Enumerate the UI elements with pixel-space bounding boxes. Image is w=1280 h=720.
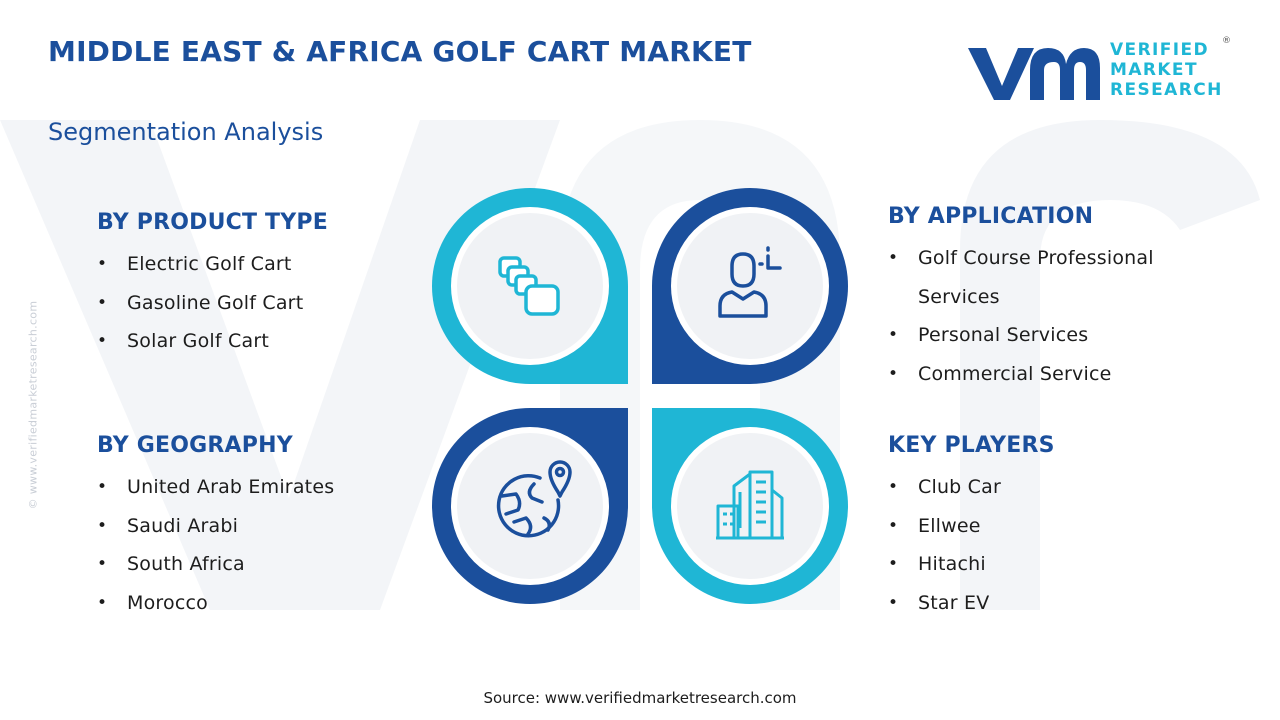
quadrant-top-left bbox=[432, 188, 628, 384]
list-item: Commercial Service bbox=[888, 355, 1208, 394]
segment-list: Club Car Ellwee Hitachi Star EV bbox=[888, 468, 1055, 622]
quadrant-bottom-right bbox=[652, 408, 848, 604]
logo-line-1: VERIFIED bbox=[1110, 40, 1210, 60]
segment-list: United Arab Emirates Saudi Arabi South A… bbox=[97, 468, 334, 622]
segment-heading: BY PRODUCT TYPE bbox=[97, 210, 328, 235]
verified-market-research-logo: VERIFIED MARKET RESEARCH ® bbox=[964, 36, 1234, 106]
segment-heading: KEY PLAYERS bbox=[888, 433, 1055, 458]
logo-line-2: MARKET bbox=[1110, 60, 1198, 80]
list-item: Ellwee bbox=[888, 507, 1055, 546]
quadrant-bottom-left bbox=[432, 408, 628, 604]
page-subtitle: Segmentation Analysis bbox=[48, 118, 324, 146]
quadrant-top-right bbox=[652, 188, 848, 384]
segment-product-type: BY PRODUCT TYPE Electric Golf Cart Gasol… bbox=[97, 210, 328, 361]
stacked-blocks-icon bbox=[498, 256, 560, 316]
user-profile-icon bbox=[718, 246, 782, 318]
logo-line-3: RESEARCH bbox=[1110, 80, 1223, 100]
segment-list: Electric Golf Cart Gasoline Golf Cart So… bbox=[97, 245, 328, 361]
source-caption: Source: www.verifiedmarketresearch.com bbox=[483, 689, 797, 707]
list-item: Star EV bbox=[888, 584, 1055, 623]
vmr-logo-icon bbox=[968, 48, 1100, 100]
list-item: Club Car bbox=[888, 468, 1055, 507]
segment-geography: BY GEOGRAPHY United Arab Emirates Saudi … bbox=[97, 433, 334, 622]
list-item: Solar Golf Cart bbox=[97, 322, 328, 361]
list-item: Hitachi bbox=[888, 545, 1055, 584]
list-item: Personal Services bbox=[888, 316, 1208, 355]
list-item: Gasoline Golf Cart bbox=[97, 284, 328, 323]
city-buildings-icon bbox=[716, 470, 784, 540]
segment-key-players: KEY PLAYERS Club Car Ellwee Hitachi Star… bbox=[888, 433, 1055, 622]
registered-mark: ® bbox=[1222, 36, 1231, 46]
list-item: United Arab Emirates bbox=[97, 468, 334, 507]
globe-location-icon bbox=[496, 460, 572, 538]
page-title: MIDDLE EAST & AFRICA GOLF CART MARKET bbox=[48, 35, 752, 68]
list-item: South Africa bbox=[97, 545, 334, 584]
segment-list: Golf Course Professional Services Person… bbox=[888, 239, 1208, 393]
list-item: Electric Golf Cart bbox=[97, 245, 328, 284]
list-item: Saudi Arabi bbox=[97, 507, 334, 546]
list-item: Morocco bbox=[97, 584, 334, 623]
list-item: Golf Course Professional Services bbox=[888, 239, 1208, 316]
segment-heading: BY APPLICATION bbox=[888, 204, 1094, 229]
segment-application: BY APPLICATION Golf Course Professional … bbox=[888, 204, 1208, 393]
segmentation-quadrant-graphic bbox=[432, 188, 848, 604]
side-watermark-url: © www.verifiedmarketresearch.com bbox=[26, 300, 40, 510]
segment-heading: BY GEOGRAPHY bbox=[97, 433, 293, 458]
logo-wordmark: VERIFIED MARKET RESEARCH bbox=[1110, 40, 1223, 100]
